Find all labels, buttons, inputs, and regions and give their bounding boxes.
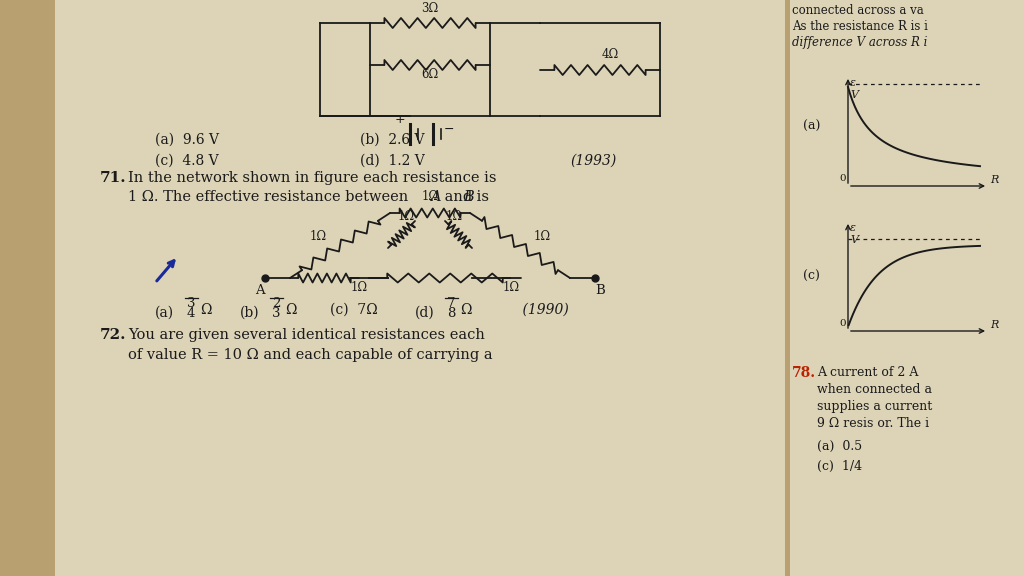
Text: 1Ω: 1Ω [309,230,327,243]
Text: 71.: 71. [100,171,127,185]
Text: (c): (c) [803,270,820,282]
Text: and: and [440,190,477,204]
Text: Ω: Ω [285,303,297,317]
Text: (a)  9.6 V: (a) 9.6 V [155,133,219,147]
Text: B: B [595,284,605,297]
Text: (c)  4.8 V: (c) 4.8 V [155,154,219,168]
Text: 1 Ω. The effective resistance between: 1 Ω. The effective resistance between [128,190,413,204]
Text: 1Ω: 1Ω [422,190,438,203]
Text: (d): (d) [415,306,435,320]
Text: (a): (a) [155,306,174,320]
Text: 3: 3 [187,297,196,310]
Text: R: R [990,175,998,185]
Text: (c)  1/4: (c) 1/4 [817,460,862,473]
Text: (b): (b) [240,306,260,320]
Text: Ω: Ω [200,303,212,317]
Text: 1Ω: 1Ω [534,230,551,243]
Text: A: A [255,284,265,297]
Text: 72.: 72. [100,328,127,342]
Text: 1Ω: 1Ω [350,281,368,294]
Text: R: R [990,320,998,330]
Text: difference V across R i: difference V across R i [792,36,928,49]
Text: 2: 2 [272,297,281,310]
Text: A: A [430,190,440,204]
Text: 4Ω: 4Ω [601,48,618,61]
Text: 1Ω: 1Ω [397,210,415,223]
Text: when connected a: when connected a [817,383,932,396]
Text: (1993): (1993) [570,154,616,168]
Text: 4: 4 [187,307,196,320]
Text: ε: ε [850,223,856,233]
Text: of value R = 10 Ω and each capable of carrying a: of value R = 10 Ω and each capable of ca… [128,348,493,362]
Text: connected across a va: connected across a va [792,4,924,17]
FancyBboxPatch shape [790,0,1024,576]
Text: 3: 3 [272,307,281,320]
Text: 8: 8 [447,307,456,320]
Text: V: V [850,235,858,245]
Text: As the resistance R is i: As the resistance R is i [792,20,928,33]
Text: In the network shown in figure each resistance is: In the network shown in figure each resi… [128,171,497,185]
Text: (1990): (1990) [505,303,568,317]
Text: B: B [463,190,474,204]
Text: You are given several identical resistances each: You are given several identical resistan… [128,328,485,342]
Text: 78.: 78. [792,366,816,380]
Text: (a)  0.5: (a) 0.5 [817,440,862,453]
Text: +: + [394,113,406,126]
Text: ε: ε [850,78,856,88]
Text: (d)  1.2 V: (d) 1.2 V [360,154,425,168]
Text: (a): (a) [803,119,820,132]
Text: 1Ω: 1Ω [503,281,519,294]
Text: (c)  7Ω: (c) 7Ω [330,303,378,317]
Text: 9 Ω resis or. The i: 9 Ω resis or. The i [817,417,929,430]
Text: 7: 7 [447,297,456,310]
Text: V: V [850,90,858,100]
Text: 1Ω: 1Ω [445,210,463,223]
Text: supplies a current: supplies a current [817,400,932,413]
Text: −: − [444,123,455,135]
Text: 0: 0 [840,319,846,328]
Text: (b)  2.6 V: (b) 2.6 V [360,133,425,147]
FancyBboxPatch shape [55,0,785,576]
Text: 3Ω: 3Ω [421,2,438,15]
Text: 6Ω: 6Ω [421,68,438,81]
Text: is: is [472,190,489,204]
Text: Ω: Ω [460,303,471,317]
Text: A current of 2 A: A current of 2 A [817,366,919,379]
Text: 0: 0 [840,174,846,183]
